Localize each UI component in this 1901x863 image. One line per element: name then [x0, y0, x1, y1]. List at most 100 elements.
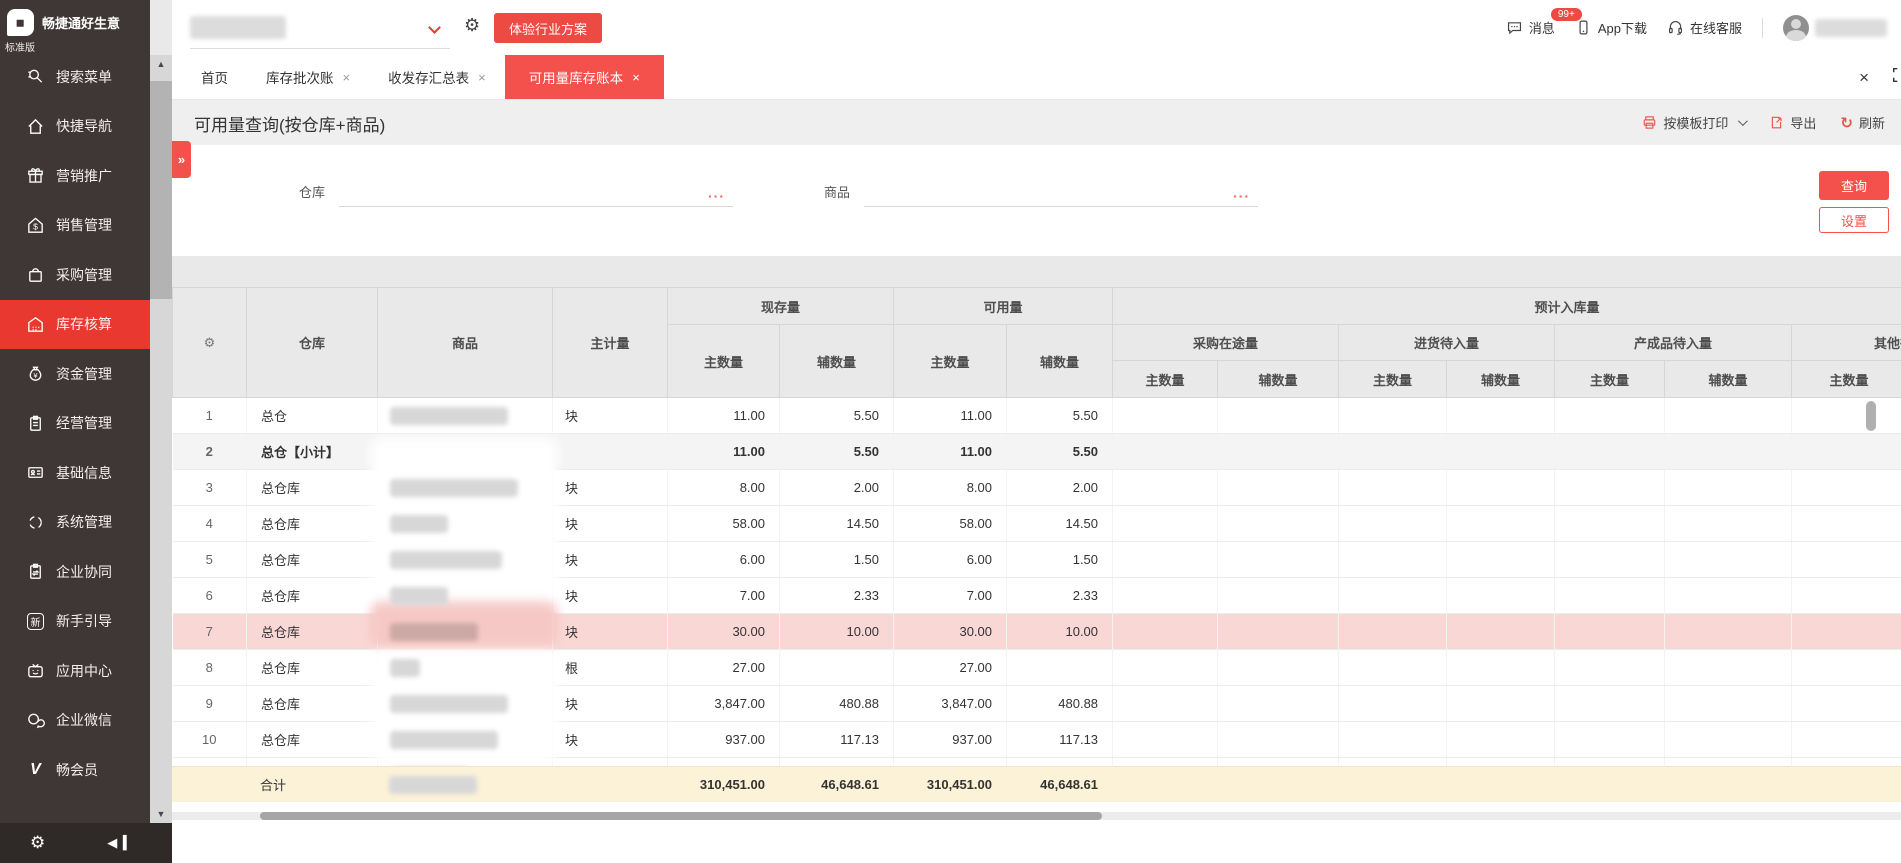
unit-cell: 块 — [552, 577, 668, 614]
sidebar-item-gift[interactable]: 营销推广 — [0, 151, 150, 201]
available-main-cell: 3,847.00 — [893, 685, 1008, 722]
col-qty-main[interactable]: 主数量 — [1338, 360, 1448, 398]
experience-solution-button[interactable]: 体验行业方案 — [494, 13, 602, 43]
tab-label: 收发存汇总表 — [388, 71, 470, 86]
sidebar-item-funds[interactable]: ¥ 资金管理 — [0, 349, 150, 399]
table-row[interactable]: 3 总仓库块 8.00 2.00 8.00 2.00 — [172, 469, 1901, 506]
col-available-main[interactable]: 主数量 — [893, 324, 1008, 398]
tab-收发存汇总表[interactable]: 收发存汇总表 × — [369, 55, 505, 99]
col-onhand-aux[interactable]: 辅数量 — [778, 324, 895, 398]
warehouse-cell: 总仓库 — [246, 505, 378, 542]
query-button[interactable]: 查询 — [1819, 171, 1889, 200]
filter-expander-chevrons-icon[interactable]: » — [172, 141, 191, 178]
sidebar-item-inventory[interactable]: 库存核算 — [0, 299, 150, 349]
total-available-main: 310,451.00 — [893, 766, 1006, 802]
sidebar-item-appcenter[interactable]: 应用中心 — [0, 646, 150, 696]
table-row[interactable]: 7 总仓库块 30.00 10.00 30.00 10.00 — [172, 613, 1901, 650]
sidebar-item-newbie[interactable]: 新新手引导 — [0, 597, 150, 647]
tab-可用量库存账本[interactable]: 可用量库存账本 × — [504, 55, 664, 99]
sidebar-item-sales[interactable]: $ 销售管理 — [0, 201, 150, 251]
sidebar-scrollbar[interactable]: ▲ ▼ — [150, 55, 172, 823]
col-onhand-main[interactable]: 主数量 — [667, 324, 780, 398]
collapse-sidebar-icon[interactable]: ◀ ▍ — [107, 835, 134, 850]
close-tab-icon[interactable]: × — [478, 69, 486, 85]
refresh-button[interactable]: ↻ 刷新 — [1840, 113, 1885, 132]
scroll-down-icon[interactable]: ▼ — [156, 809, 166, 819]
table-row[interactable]: 10 总仓库块 937.00 117.13 937.00 117.13 — [172, 721, 1901, 758]
sidebar-item-system[interactable]: 系统管理 — [0, 498, 150, 548]
table-horizontal-scrollbar-thumb[interactable] — [260, 812, 1102, 820]
results-table-viewport: ⚙ 仓库 商品 主计量 现存量 可用量 预计入库量 主数量 辅数量 主数量 辅数… — [172, 287, 1901, 766]
table-row[interactable]: 2 总仓【小计】 11.00 5.50 11.00 5.50 — [172, 433, 1901, 470]
table-row[interactable]: 1 总仓块 11.00 5.50 11.00 5.50 — [172, 397, 1901, 434]
page-actions: 按模板打印 导出 ↻ 刷新 — [1642, 100, 1885, 145]
main-area: ⚙ 体验行业方案 消息 99+ App下载 在线客服 — [172, 0, 1901, 863]
col-product[interactable]: 商品 — [377, 287, 553, 398]
settings-button[interactable]: 设置 — [1819, 207, 1889, 233]
col-available-aux[interactable]: 辅数量 — [1006, 324, 1114, 398]
settings-gear-icon[interactable]: ⚙ — [30, 833, 46, 852]
row-number: 3 — [172, 469, 247, 506]
print-label: 按模板打印 — [1663, 116, 1729, 131]
table-row[interactable]: 8 总仓库根 27.00 27.00 — [172, 649, 1901, 686]
table-row[interactable]: 5 总仓库块 6.00 1.50 6.00 1.50 — [172, 541, 1901, 578]
print-by-template-button[interactable]: 按模板打印 — [1642, 113, 1749, 132]
warehouse-input[interactable]: ··· — [339, 181, 734, 207]
headset-icon — [1668, 21, 1683, 35]
sidebar-item-purchase[interactable]: 采购管理 — [0, 250, 150, 300]
sync-circle-icon — [29, 515, 42, 529]
available-main-cell: 7.00 — [893, 577, 1008, 614]
product-picker-ellipsis-icon[interactable]: ··· — [1233, 188, 1251, 204]
company-dropdown-chevron-icon[interactable] — [428, 21, 441, 34]
newbie-guide-icon: 新 — [27, 612, 44, 630]
sidebar-item-baseinfo[interactable]: 基础信息 — [0, 448, 150, 498]
tab-库存批次账[interactable]: 库存批次账 × — [247, 55, 369, 99]
close-tab-icon[interactable]: × — [342, 69, 351, 85]
table-row[interactable]: 4 总仓库块 58.00 14.50 58.00 14.50 — [172, 505, 1901, 542]
warehouse-picker-ellipsis-icon[interactable]: ··· — [708, 188, 726, 204]
collab-icon — [26, 562, 45, 581]
col-unit[interactable]: 主计量 — [552, 287, 668, 398]
fullscreen-icon[interactable] — [1891, 66, 1901, 89]
inventory-icon — [26, 315, 45, 334]
scroll-up-icon[interactable]: ▲ — [156, 59, 166, 69]
member-icon: V — [26, 760, 45, 779]
col-qty-aux[interactable]: 辅数量 — [1217, 360, 1340, 398]
table-vertical-scrollbar-thumb[interactable] — [1866, 401, 1876, 431]
col-qty-main[interactable]: 主数量 — [1112, 360, 1219, 398]
sidebar-item-home[interactable]: 快捷导航 — [0, 102, 150, 152]
online-support-button[interactable]: 在线客服 — [1667, 18, 1742, 37]
col-warehouse[interactable]: 仓库 — [246, 287, 378, 398]
sidebar-item-member[interactable]: V 畅会员 — [0, 745, 150, 795]
col-qty-aux[interactable]: 辅数量 — [1664, 360, 1793, 398]
close-tab-icon[interactable]: × — [632, 69, 640, 85]
sidebar-scrollbar-thumb[interactable] — [150, 81, 172, 299]
filter-buttons: 查询 设置 — [1819, 171, 1889, 233]
sidebar-item-collab[interactable]: 企业协同 — [0, 547, 150, 597]
app-download-button[interactable]: App下载 — [1575, 18, 1647, 37]
col-qty-main[interactable]: 主数量 — [1554, 360, 1666, 398]
gear-icon[interactable]: ⚙ — [464, 15, 481, 35]
sidebar-item-label: 销售管理 — [56, 217, 112, 234]
sidebar-item-wechat[interactable]: 企业微信 — [0, 696, 150, 746]
system-icon — [26, 513, 45, 532]
col-qty-main[interactable]: 主数量 — [1791, 360, 1901, 398]
table-row[interactable]: 6 总仓库块 7.00 2.33 7.00 2.33 — [172, 577, 1901, 614]
user-account[interactable] — [1783, 14, 1887, 41]
export-button[interactable]: 导出 — [1769, 113, 1816, 132]
online-support-label: 在线客服 — [1689, 21, 1742, 36]
available-aux-cell: 2.33 — [1006, 577, 1114, 614]
sidebar-item-search[interactable]: 搜索菜单 — [0, 52, 150, 102]
sidebar-item-operations[interactable]: 经营管理 — [0, 399, 150, 449]
col-qty-aux[interactable]: 辅数量 — [1446, 360, 1556, 398]
product-input[interactable]: ··· — [864, 181, 1259, 207]
column-settings-gear-icon[interactable]: ⚙ — [203, 334, 216, 350]
print-dropdown-chevron-icon[interactable] — [1738, 116, 1749, 127]
onhand-aux-cell: 5.50 — [779, 433, 895, 470]
close-tab-icon[interactable]: × — [1859, 67, 1869, 87]
messages-button[interactable]: 消息 99+ — [1506, 7, 1583, 37]
wechat-icon — [28, 713, 45, 728]
table-row[interactable]: 9 总仓库块 3,847.00 480.88 3,847.00 480.88 — [172, 685, 1901, 722]
tab-首页[interactable]: 首页 — [182, 55, 247, 99]
